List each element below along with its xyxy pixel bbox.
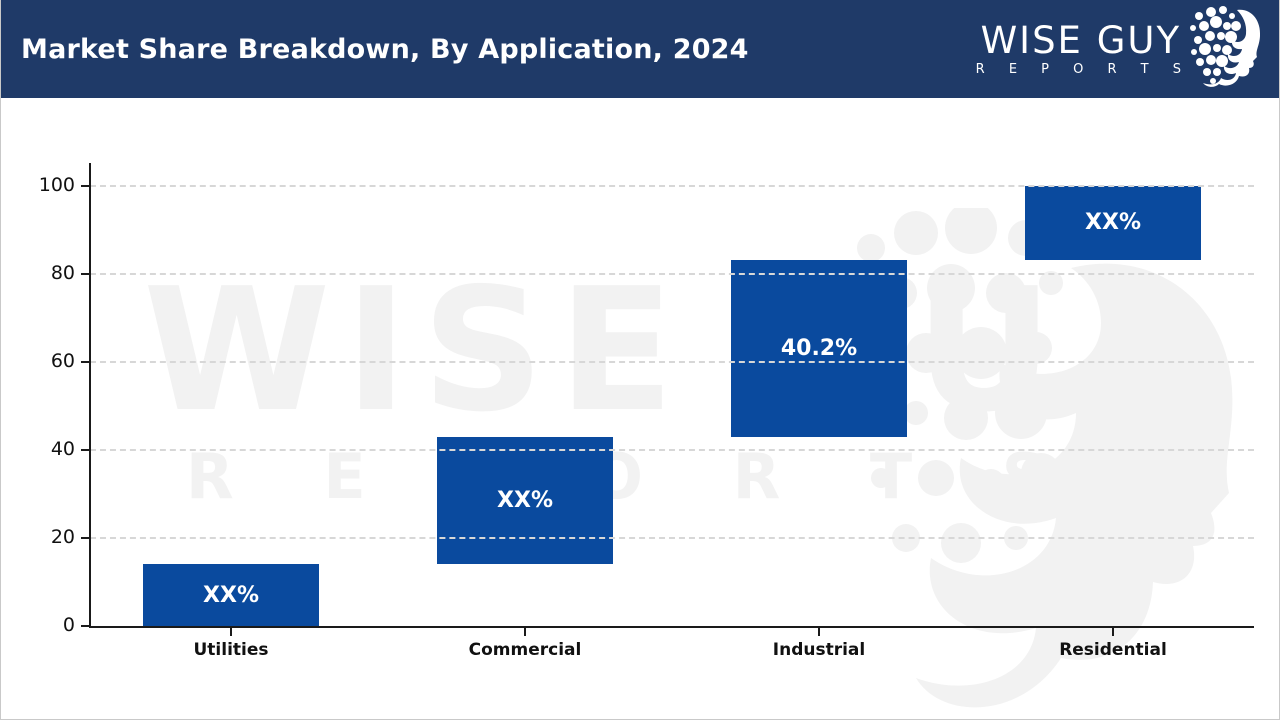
x-tick-industrial	[818, 628, 820, 636]
y-tick-80	[81, 273, 89, 275]
logo-text: WISE GUY R E P O R T S	[971, 22, 1191, 76]
category-label-utilities: Utilities	[193, 640, 269, 660]
gridline-40	[90, 449, 1254, 451]
category-label-industrial: Industrial	[772, 640, 866, 660]
y-tick-label: 40	[50, 438, 75, 460]
y-tick-0	[81, 625, 89, 627]
y-tick-100	[81, 185, 89, 187]
x-axis-line	[89, 626, 1254, 628]
bar-utilities: XX%	[143, 564, 319, 626]
bar-value-label: XX%	[497, 488, 553, 514]
bar-industrial: 40.2%	[731, 259, 907, 437]
y-tick-label: 20	[50, 526, 75, 548]
x-tick-commercial	[524, 628, 526, 636]
category-label-residential: Residential	[1059, 640, 1167, 660]
gridline-80	[90, 273, 1254, 275]
y-tick-40	[81, 449, 89, 451]
y-tick-label: 0	[62, 614, 75, 636]
chart-area: WISE GU R E P O R T S XX% XX% 40.2% XX% 0 20 4…	[1, 98, 1279, 719]
header-banner: Market Share Breakdown, By Application, …	[1, 0, 1279, 98]
bar-value-label: 40.2%	[780, 335, 858, 361]
logo-subtitle: R E P O R T S	[975, 62, 1191, 77]
logo-wordmark: WISE GUY	[980, 19, 1182, 62]
watermark-subtitle: R E P O R T S	[186, 440, 1081, 513]
x-tick-utilities	[230, 628, 232, 636]
y-tick-60	[81, 361, 89, 363]
bar-value-label: XX%	[203, 582, 259, 608]
y-tick-label: 80	[50, 262, 75, 284]
y-tick-20	[81, 537, 89, 539]
gridline-100	[90, 185, 1254, 187]
bar-commercial: XX%	[437, 436, 613, 565]
gridline-60	[90, 361, 1254, 363]
y-tick-label: 100	[38, 174, 75, 196]
bar-residential: XX%	[1025, 186, 1201, 260]
y-axis-line	[89, 163, 91, 628]
bar-value-label: XX%	[1085, 210, 1141, 236]
logo-face-icon	[1185, 4, 1263, 94]
x-tick-residential	[1112, 628, 1114, 636]
category-label-commercial: Commercial	[468, 640, 582, 660]
y-tick-label: 60	[50, 350, 75, 372]
chart-title: Market Share Breakdown, By Application, …	[21, 33, 749, 65]
gridline-20	[90, 537, 1254, 539]
wise-guy-logo: WISE GUY R E P O R T S	[971, 4, 1263, 94]
